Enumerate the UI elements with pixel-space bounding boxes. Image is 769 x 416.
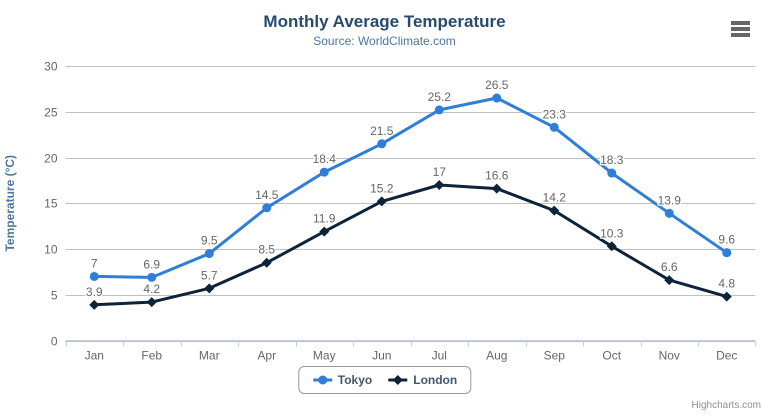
x-axis-tick-label: Jan	[85, 349, 104, 363]
x-axis-tick-label: Apr	[257, 349, 276, 363]
point-marker-london[interactable]	[606, 241, 617, 252]
x-axis-tick-label: Nov	[659, 349, 680, 363]
point-marker-tokyo[interactable]	[664, 208, 674, 218]
y-axis-tick-label: 20	[44, 152, 58, 166]
point-marker-tokyo[interactable]	[492, 93, 502, 103]
point-marker-tokyo[interactable]	[607, 168, 617, 178]
point-marker-london[interactable]	[721, 291, 732, 302]
data-label: 23.3	[543, 107, 567, 121]
point-marker-tokyo[interactable]	[377, 139, 387, 149]
data-label: 4.2	[143, 282, 160, 296]
data-label: 7	[91, 256, 98, 270]
x-axis-tick-label: Mar	[199, 349, 220, 363]
data-label: 16.6	[485, 169, 509, 183]
point-marker-london[interactable]	[491, 183, 502, 194]
y-axis-title: Temperature (°C)	[3, 155, 17, 252]
tokyo-series-marker-icon	[312, 375, 332, 385]
export-menu-button[interactable]	[731, 21, 750, 37]
series-tokyo: 7 6.9 9.5 14.5 18.4 21.5 25.2 26.5 23.3 18.3 13.9 9…	[89, 77, 737, 282]
data-label: 21.5	[370, 124, 394, 138]
series-line-london[interactable]	[92, 183, 729, 307]
x-axis-tick-label: Aug	[486, 349, 507, 363]
data-label: 9.5	[201, 234, 218, 248]
point-marker-london[interactable]	[146, 297, 157, 308]
point-marker-london[interactable]	[549, 205, 560, 216]
point-marker-tokyo[interactable]	[147, 272, 157, 282]
y-axis-tick-label: 10	[44, 243, 58, 257]
chart-title: Monthly Average Temperature	[263, 12, 506, 31]
x-axis-tick-label: Dec	[716, 349, 737, 363]
data-label: 25.2	[428, 90, 452, 104]
grid-lines	[65, 66, 756, 342]
data-label: 4.8	[718, 277, 735, 291]
series-london: 3.9 4.2 5.7 8.5 11.9 15.2 17 16.6 14.2 10.3 6.6 4.8	[85, 164, 737, 310]
point-marker-tokyo[interactable]	[262, 203, 272, 213]
x-axis-tick-label: Feb	[141, 349, 162, 363]
point-marker-london[interactable]	[261, 257, 272, 268]
point-marker-london[interactable]	[89, 299, 100, 310]
data-label: 17	[433, 165, 447, 179]
hamburger-menu-icon	[731, 21, 750, 37]
data-label: 13.9	[658, 193, 682, 207]
data-label: 6.6	[661, 260, 678, 274]
point-marker-london[interactable]	[319, 226, 330, 237]
legend-item-london[interactable]: London	[387, 373, 457, 387]
point-marker-tokyo[interactable]	[319, 167, 329, 177]
data-label: 11.9	[313, 212, 336, 226]
point-marker-tokyo[interactable]	[722, 248, 732, 258]
y-axis-tick-label: 15	[44, 197, 58, 211]
data-label: 18.4	[313, 152, 337, 166]
x-axis-tick-label: Sep	[544, 349, 566, 363]
series-line-tokyo[interactable]	[92, 96, 729, 279]
data-label: 15.2	[370, 181, 394, 195]
y-axis-tick-label: 5	[51, 289, 58, 303]
legend-label-tokyo: Tokyo	[337, 373, 373, 387]
point-marker-london[interactable]	[204, 283, 215, 294]
point-marker-tokyo[interactable]	[89, 271, 99, 281]
legend-item-tokyo[interactable]: Tokyo	[312, 373, 372, 387]
data-label: 18.3	[600, 153, 624, 167]
point-marker-tokyo[interactable]	[434, 105, 444, 115]
chart-subtitle: Source: WorldClimate.com	[313, 34, 456, 48]
data-label: 9.6	[718, 233, 735, 247]
legend-label-london: London	[413, 373, 458, 387]
point-marker-tokyo[interactable]	[204, 249, 214, 259]
data-label: 10.3	[600, 226, 624, 240]
data-label: 26.5	[485, 78, 509, 92]
axes: 0 5 10 15 20 25 30 Jan Feb Mar Apr May Jun Jul Aug Sep O…	[44, 60, 756, 363]
data-label: 14.5	[255, 188, 279, 202]
x-axis-tick-label: May	[313, 349, 336, 363]
credits-link[interactable]: Highcharts.com	[691, 400, 761, 411]
point-marker-london[interactable]	[376, 196, 387, 207]
y-axis-tick-label: 25	[44, 106, 58, 120]
point-marker-london[interactable]	[664, 275, 675, 286]
point-marker-tokyo[interactable]	[549, 122, 559, 132]
data-label: 5.7	[201, 268, 218, 282]
london-series-marker-icon	[388, 375, 408, 385]
data-label: 14.2	[543, 191, 567, 205]
x-axis-tick-label: Oct	[602, 349, 621, 363]
y-axis-tick-label: 0	[51, 335, 58, 349]
x-axis-tick-label: Jul	[432, 349, 447, 363]
x-axis-tick-label: Jun	[372, 349, 391, 363]
legend-box: Tokyo London	[297, 366, 472, 394]
data-label: 8.5	[258, 243, 275, 257]
data-label: 3.9	[86, 285, 103, 299]
y-axis-tick-label: 30	[44, 60, 58, 74]
point-marker-london[interactable]	[434, 179, 445, 190]
data-label: 6.9	[143, 257, 160, 271]
